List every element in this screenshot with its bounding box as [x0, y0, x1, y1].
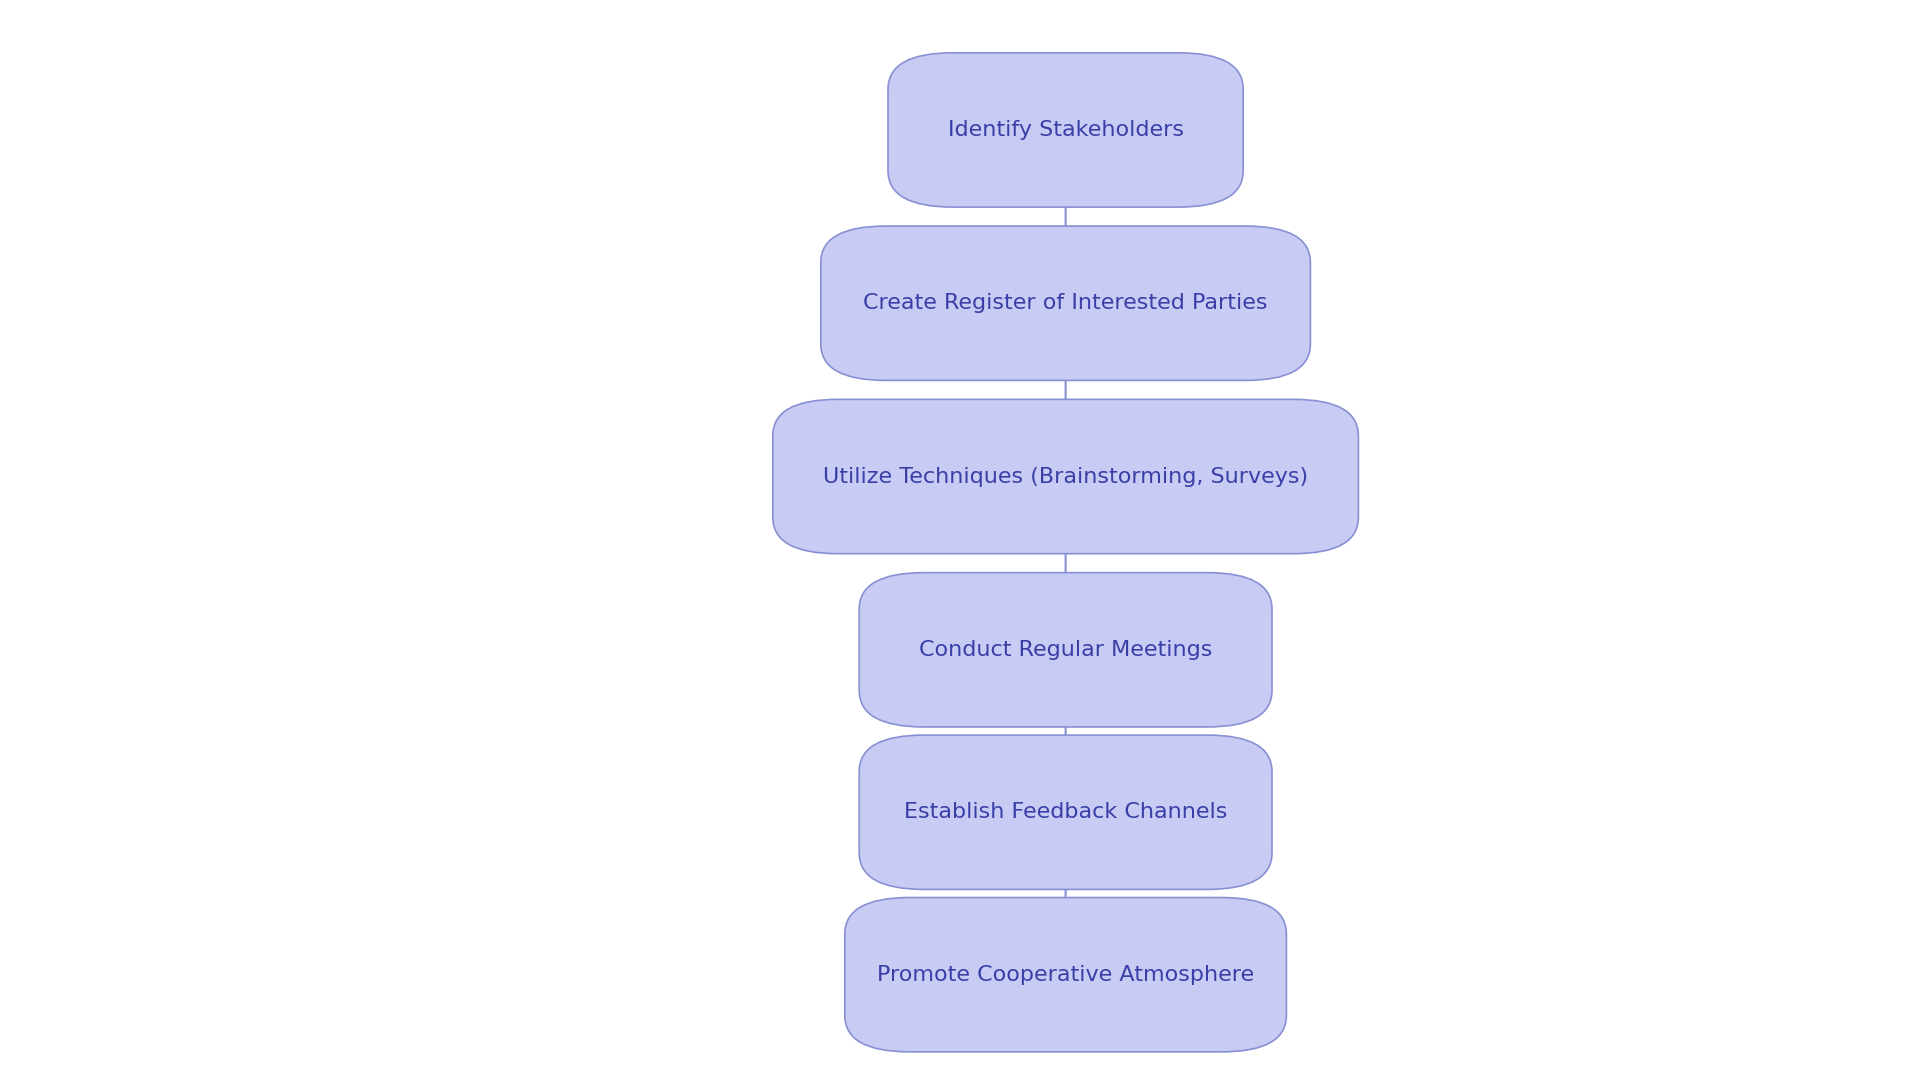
FancyBboxPatch shape: [774, 400, 1359, 553]
FancyBboxPatch shape: [822, 226, 1309, 380]
Text: Identify Stakeholders: Identify Stakeholders: [948, 120, 1183, 140]
Text: Utilize Techniques (Brainstorming, Surveys): Utilize Techniques (Brainstorming, Surve…: [824, 467, 1308, 486]
Text: Establish Feedback Channels: Establish Feedback Channels: [904, 803, 1227, 822]
FancyBboxPatch shape: [860, 735, 1273, 889]
Text: Promote Cooperative Atmosphere: Promote Cooperative Atmosphere: [877, 965, 1254, 984]
Text: Create Register of Interested Parties: Create Register of Interested Parties: [864, 293, 1267, 313]
FancyBboxPatch shape: [845, 898, 1286, 1052]
FancyBboxPatch shape: [887, 53, 1242, 207]
FancyBboxPatch shape: [860, 573, 1273, 727]
Text: Conduct Regular Meetings: Conduct Regular Meetings: [920, 640, 1212, 660]
